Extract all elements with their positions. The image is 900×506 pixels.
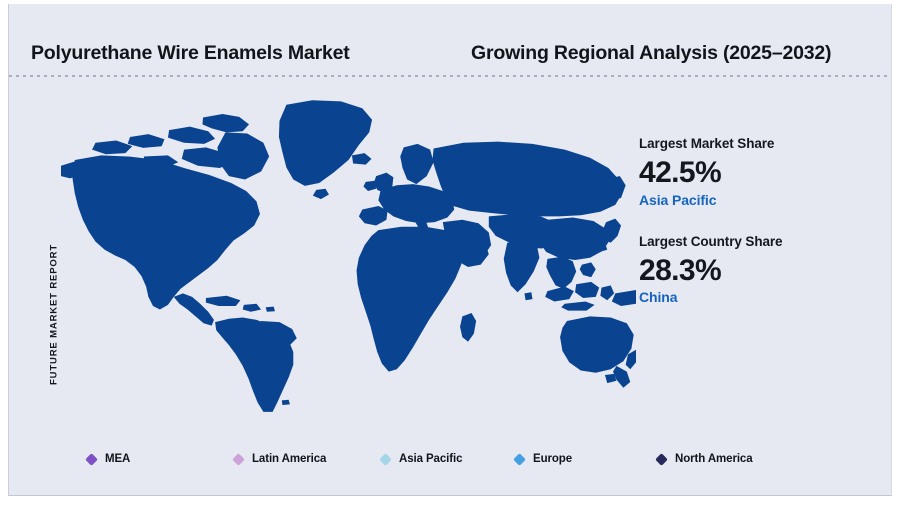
stat-largest-country-share: Largest Country Share 28.3% China (639, 234, 879, 306)
region-madagascar (460, 312, 477, 342)
legend-item-mea: MEA (85, 448, 131, 470)
infographic-canvas: Polyurethane Wire Enamels Market Growing… (8, 4, 892, 496)
legend-diamond-icon (379, 452, 392, 466)
region-tasmania (604, 373, 617, 384)
stat-subtitle: China (639, 289, 678, 305)
legend-item-asia-pacific: Asia Pacific (379, 448, 463, 470)
region-arctic-island-d (92, 140, 133, 155)
legend-diamond-icon (232, 452, 245, 466)
region-australia (560, 316, 634, 373)
region-india (503, 240, 540, 293)
stat-label: Largest Market Share (639, 136, 775, 151)
legend-item-latin-america: Latin America (232, 448, 327, 470)
legend-item-europe: Europe (513, 448, 573, 470)
region-japan-south (595, 242, 608, 252)
region-java (561, 301, 595, 311)
brand-vertical-label: FUTURE MARKET REPORT (48, 243, 60, 386)
stat-value: 28.3% (639, 253, 722, 287)
legend-diamond-icon (85, 452, 98, 466)
region-baffin (217, 132, 270, 180)
region-russia-north-asia (432, 141, 623, 217)
world-map (61, 92, 636, 412)
region-arabia (453, 237, 489, 267)
header-divider (9, 75, 891, 77)
region-iberia (358, 206, 388, 226)
stat-subtitle: Asia Pacific (639, 191, 717, 208)
region-ireland (363, 180, 377, 192)
page-title: Polyurethane Wire Enamels Market (31, 42, 350, 64)
region-alaska-panhandle (61, 161, 87, 179)
region-borneo (575, 281, 600, 298)
region-south-america-bulge (258, 321, 297, 346)
legend-label: Asia Pacific (399, 453, 463, 465)
region-iceland (351, 153, 372, 165)
region-sumatra (545, 286, 574, 302)
region-europe (378, 184, 455, 224)
header-subtitle: Growing Regional Analysis (2025–2032) (471, 42, 832, 64)
region-arctic-island-c (127, 134, 165, 148)
legend-label: MEA (105, 453, 131, 465)
region-arctic-island-b (167, 126, 216, 144)
region-south-america (215, 317, 294, 412)
region-north-america (72, 155, 260, 310)
region-central-america (173, 293, 214, 326)
stat-label: Largest Country Share (639, 233, 783, 249)
region-kamchatka (606, 176, 626, 201)
map-landmasses (61, 100, 636, 412)
region-scandinavia (400, 143, 434, 185)
region-new-zealand-south (613, 365, 631, 388)
region-philippines (579, 262, 596, 278)
legend-label: North America (675, 453, 753, 465)
header: Polyurethane Wire Enamels Market Growing… (9, 4, 891, 77)
region-greenland (278, 100, 373, 200)
region-sri-lanka (524, 292, 533, 301)
region-caribbean-pr (265, 306, 275, 312)
region-africa (356, 226, 464, 372)
legend-label: Europe (533, 453, 573, 465)
region-japan (602, 218, 622, 243)
region-canadian-arctic (202, 114, 250, 133)
region-southeast-asia (546, 256, 577, 289)
region-pacific-islands (484, 146, 493, 152)
legend-diamond-icon (513, 452, 526, 466)
region-caribbean-cuba (205, 295, 241, 307)
region-caribbean-hispaniola (242, 303, 262, 312)
stat-largest-market-share: Largest Market Share 42.5% Asia Pacific (639, 136, 879, 208)
legend-diamond-icon (655, 452, 668, 466)
map-legend: MEA Latin America Asia Pacific Europe No… (85, 448, 827, 472)
stat-value: 42.5% (639, 156, 722, 189)
region-new-guinea (611, 289, 636, 307)
stats-panel: Largest Market Share 42.5% Asia Pacific … (639, 136, 879, 331)
world-map-svg (61, 100, 636, 412)
region-new-zealand (625, 349, 636, 370)
region-falklands (281, 399, 290, 405)
region-sulawesi (600, 285, 615, 301)
region-east-asia (539, 217, 610, 261)
legend-label: Latin America (252, 453, 327, 465)
legend-item-north-america: North America (655, 448, 753, 470)
